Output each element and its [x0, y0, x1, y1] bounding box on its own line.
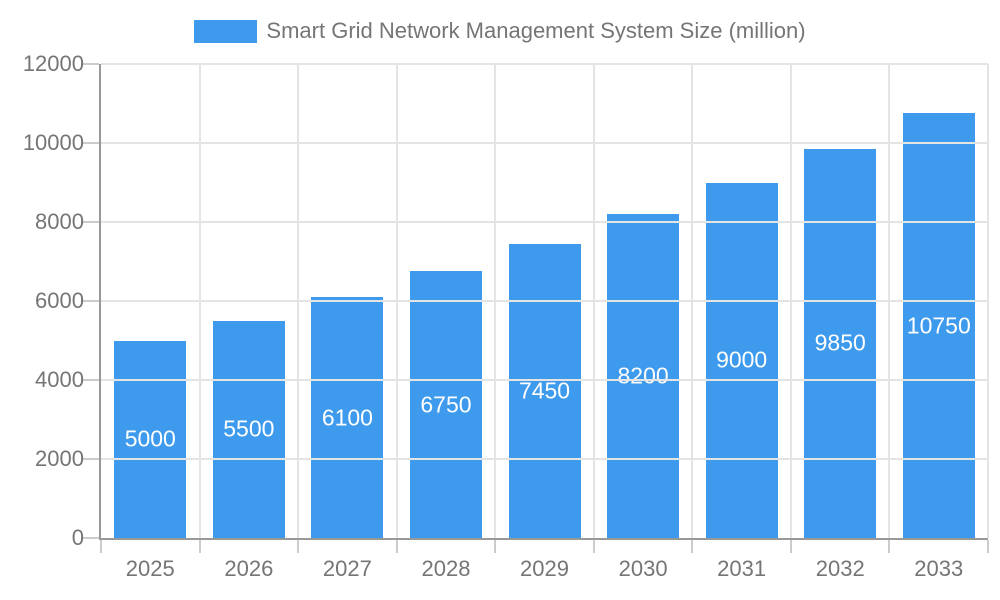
legend-swatch	[194, 19, 258, 43]
bar-slot: 5000	[101, 64, 200, 538]
bar-2028[interactable]: 6750	[410, 271, 482, 538]
bar-slot: 5500	[200, 64, 299, 538]
bar-slot: 9000	[692, 64, 791, 538]
bar-value-label: 5000	[124, 425, 176, 452]
y-tick-label: 2000	[35, 446, 84, 471]
bar-2029[interactable]: 7450	[508, 243, 581, 538]
x-axis-tick	[100, 540, 102, 553]
x-axis-tick	[198, 540, 201, 553]
bar-value-label: 8200	[617, 362, 669, 389]
bar-value-label: 6750	[420, 391, 472, 418]
y-tick-label: 10000	[22, 129, 84, 155]
y-tick-label: 0	[71, 525, 84, 550]
bar-2030[interactable]: 8200	[607, 214, 680, 538]
x-tick-label: 2033	[914, 556, 964, 581]
y-axis-tick	[81, 141, 99, 144]
bar-2033[interactable]: 10750	[902, 113, 975, 538]
bar-slot: 9850	[791, 64, 890, 538]
bar-2031[interactable]: 9000	[705, 182, 778, 538]
y-tick-label: 6000	[35, 288, 84, 313]
y-tick-label: 8000	[35, 208, 84, 234]
y-tick-label: 4000	[35, 366, 84, 392]
bar-value-label: 5500	[223, 415, 275, 442]
y-axis-tick	[81, 537, 99, 539]
bar-slot: 10750	[890, 64, 989, 538]
y-axis-tick	[81, 378, 99, 381]
x-axis-tick	[592, 540, 595, 553]
bar-value-label: 9000	[716, 346, 768, 373]
x-tick-label: 2030	[618, 556, 668, 581]
x-axis-tick	[494, 540, 497, 553]
bar-2025[interactable]: 5000	[114, 340, 187, 538]
x-axis-tick	[789, 540, 792, 553]
bar-value-label: 7450	[518, 377, 571, 404]
x-axis-line	[99, 538, 988, 540]
bar-series: 5000 5500 6100 6750 7450 8200 9000 9850 10750	[101, 64, 988, 538]
y-axis-tick	[81, 300, 99, 302]
legend[interactable]: Smart Grid Network Management System Siz…	[0, 18, 1000, 44]
y-axis-tick	[81, 63, 99, 65]
y-tick-label: 12000	[22, 51, 84, 76]
x-tick-label: 2031	[717, 556, 767, 581]
x-axis-tick	[987, 540, 989, 553]
y-axis-tick	[81, 458, 99, 460]
y-axis-tick	[81, 220, 99, 223]
x-axis-tick	[691, 540, 694, 553]
x-tick-label: 2026	[224, 556, 274, 581]
bar-slot: 6100	[298, 64, 397, 538]
bar-2026[interactable]: 5500	[212, 320, 285, 538]
x-axis-labels: 2025 2026 2027 2028 2029 2030 2031 2032 2033	[101, 556, 988, 582]
bar-value-label: 6100	[321, 404, 373, 431]
x-tick-label: 2029	[520, 556, 569, 581]
bar-value-label: 9850	[814, 329, 866, 356]
bar-slot: 6750	[397, 64, 496, 538]
plot-area: 5000 5500 6100 6750 7450 8200 9000 9850 10750	[81, 63, 989, 553]
x-axis-tick	[888, 540, 891, 553]
bar-value-label: 10750	[906, 312, 971, 339]
x-tick-label: 2028	[421, 556, 471, 581]
x-tick-label: 2032	[815, 556, 865, 581]
legend-label: Smart Grid Network Management System Siz…	[266, 18, 806, 43]
x-axis-tick	[297, 540, 300, 553]
x-tick-label: 2027	[322, 556, 372, 581]
bar-slot: 7450	[495, 64, 594, 538]
x-tick-label: 2025	[125, 556, 175, 581]
bar-slot: 8200	[594, 64, 693, 538]
x-axis-tick	[395, 540, 398, 553]
bar-2027[interactable]: 6100	[311, 297, 384, 538]
bar-2032[interactable]: 9850	[804, 148, 877, 538]
y-axis-line	[99, 64, 101, 540]
y-axis-labels: 0 2000 4000 6000 8000 10000 12000	[0, 51, 84, 550]
